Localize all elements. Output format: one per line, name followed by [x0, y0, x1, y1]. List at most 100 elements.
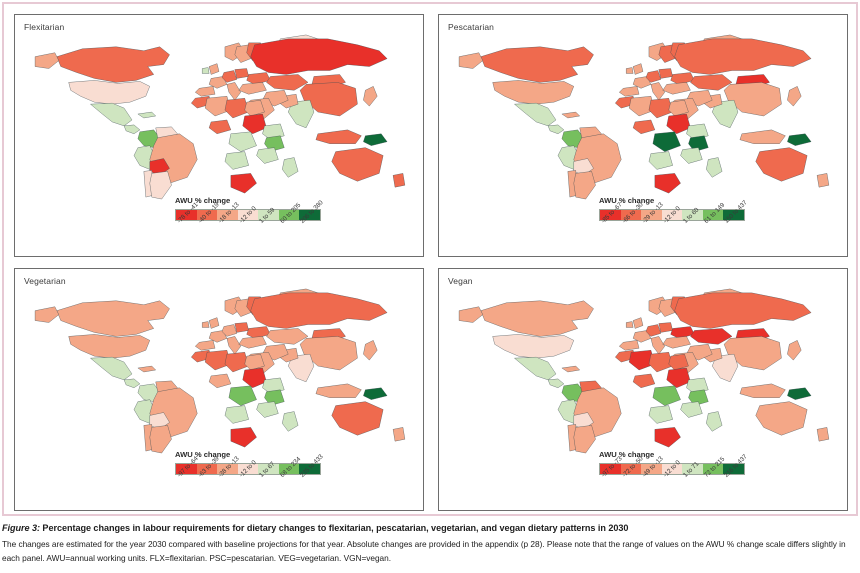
map-region-south-africa [230, 173, 257, 194]
legend-swatch-1 [620, 210, 641, 220]
legend-swatch-6 [723, 210, 744, 220]
map-region-usa [68, 334, 150, 359]
map-region-algeria [628, 96, 656, 117]
map-region-cuba [137, 365, 156, 373]
world-map-flexitarian [15, 27, 423, 205]
map-region-canada [480, 300, 594, 337]
map-region-china [299, 82, 358, 117]
legend-swatch-1 [196, 464, 217, 474]
figure-frame: Flexitarian AWU % change -78 to -41 -40 t… [2, 2, 858, 516]
map-region-argentina [149, 425, 172, 454]
map-region-argentina [573, 425, 596, 454]
map-region-alaska [34, 52, 59, 69]
map-region-uk [632, 63, 644, 75]
map-region-mexico [90, 102, 133, 127]
map-region-guatemala [123, 124, 141, 134]
map-region-canada [56, 300, 170, 337]
map-region-nigeria [208, 373, 232, 388]
legend-title: AWU % change [175, 450, 231, 459]
map-region-sudan [666, 367, 691, 388]
map-region-germany [221, 324, 237, 337]
map-region-china [723, 82, 782, 117]
legend-swatch-4 [258, 464, 279, 474]
map-region-ireland [626, 321, 634, 328]
map-region-sweden [658, 44, 675, 63]
map-region-ireland [202, 321, 210, 328]
legend-colorbar [599, 209, 745, 221]
map-region-france [208, 330, 228, 343]
map-region-spain [619, 86, 640, 97]
legend-swatch-0 [176, 210, 197, 220]
map-region-germany [645, 70, 661, 83]
legend-swatch-5 [702, 210, 723, 220]
panel-title-flexitarian: Flexitarian [24, 22, 65, 32]
map-region-dr-congo [228, 385, 257, 406]
map-region-angola [648, 405, 673, 424]
map-region-alaska [458, 52, 483, 69]
map-region-usa [492, 80, 574, 105]
map-region-turkey [238, 82, 267, 95]
map-region-uk [208, 317, 220, 329]
map-region-algeria [204, 96, 232, 117]
legend-swatch-0 [176, 464, 197, 474]
legend-swatch-5 [278, 464, 299, 474]
legend-swatch-3 [237, 210, 258, 220]
map-region-italy [650, 336, 665, 355]
map-region-libya [648, 98, 673, 119]
map-region-kazakhstan [690, 328, 733, 345]
legend-colorbar [175, 463, 321, 475]
map-region-spain [195, 340, 216, 351]
legend-flexitarian: AWU % change -78 to -41 -40 to -19 -18 to … [167, 196, 417, 252]
map-region-mexico [514, 356, 557, 381]
map-region-sweden [658, 298, 675, 317]
map-region-dr-congo [652, 131, 681, 152]
map-region-australia [331, 147, 384, 182]
map-region-australia [331, 401, 384, 436]
legend-title: AWU % change [175, 196, 231, 205]
map-region-poland [658, 68, 673, 79]
legend-colorbar [599, 463, 745, 475]
legend-swatch-6 [723, 464, 744, 474]
map-region-ireland [626, 67, 634, 74]
legend-colorbar [175, 209, 321, 221]
map-region-poland [658, 322, 673, 333]
map-region-china [723, 336, 782, 371]
map-region-guatemala [123, 378, 141, 388]
panel-vegan: Vegan AWU % change -97 to -73 -72 to -50-… [438, 268, 848, 511]
map-region-australia [755, 147, 808, 182]
map-region-papua-new-guinea [363, 133, 388, 146]
map-region-russia [674, 292, 812, 329]
legend-swatch-4 [682, 210, 703, 220]
map-region-russia [250, 38, 388, 75]
map-region-usa [68, 80, 150, 105]
legend-swatch-5 [702, 464, 723, 474]
world-map-vegetarian [15, 281, 423, 459]
map-region-russia [250, 292, 388, 329]
map-region-cuba [561, 365, 580, 373]
map-region-turkey [238, 336, 267, 349]
figure-caption: Figure 3: Percentage changes in labour r… [2, 522, 858, 565]
map-region-japan [787, 86, 802, 107]
map-region-canada [480, 46, 594, 83]
map-region-kenya [688, 389, 709, 406]
map-region-alaska [458, 306, 483, 323]
map-region-germany [645, 324, 661, 337]
map-region-algeria [628, 350, 656, 371]
map-region-india [712, 100, 739, 129]
world-map-pescatarian [439, 27, 847, 205]
panel-title-vegetarian: Vegetarian [24, 276, 66, 286]
map-region-indonesia [315, 383, 362, 398]
map-region-canada [56, 46, 170, 83]
legend-title: AWU % change [599, 196, 655, 205]
legend-swatch-2 [217, 464, 238, 474]
map-region-poland [234, 68, 249, 79]
map-region-japan [363, 86, 378, 107]
legend-vegetarian: AWU % change -97 to -64 -63 to -39 -38 to … [167, 450, 417, 506]
map-region-mexico [514, 102, 557, 127]
map-region-south-africa [230, 427, 257, 448]
legend-swatch-2 [641, 464, 662, 474]
